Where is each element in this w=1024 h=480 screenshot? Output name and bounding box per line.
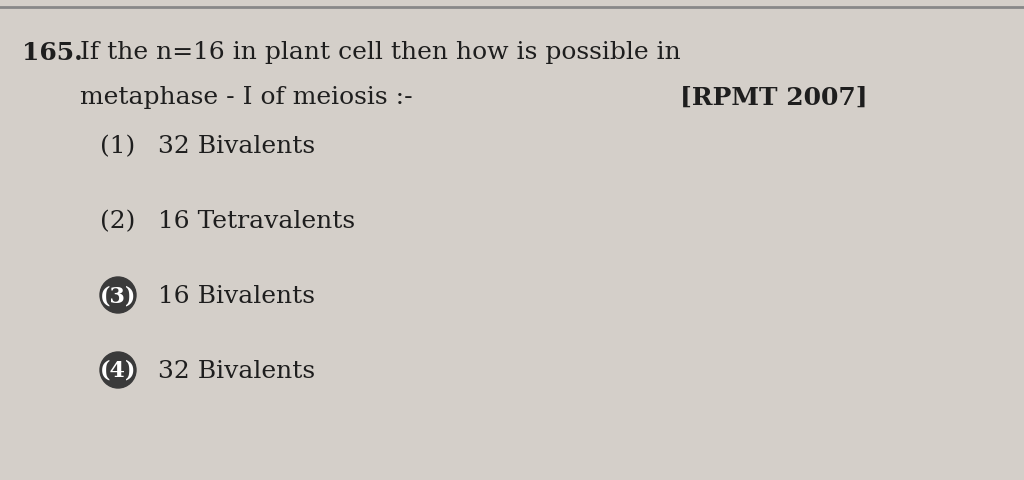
Text: (1): (1) xyxy=(100,135,135,157)
Text: 32 Bivalents: 32 Bivalents xyxy=(158,135,315,157)
Text: 165.: 165. xyxy=(22,41,83,65)
Text: [RPMT 2007]: [RPMT 2007] xyxy=(680,86,867,110)
Text: 32 Bivalents: 32 Bivalents xyxy=(158,359,315,382)
Text: (3): (3) xyxy=(99,285,136,306)
Text: 16 Tetravalents: 16 Tetravalents xyxy=(158,210,355,232)
Circle shape xyxy=(100,352,136,388)
Text: (2): (2) xyxy=(100,210,136,232)
Circle shape xyxy=(100,277,136,313)
Text: (4): (4) xyxy=(99,359,136,381)
Text: 16 Bivalents: 16 Bivalents xyxy=(158,285,315,307)
Text: If the n=16 in plant cell then how is possible in: If the n=16 in plant cell then how is po… xyxy=(80,41,681,64)
Text: metaphase - I of meiosis :-: metaphase - I of meiosis :- xyxy=(80,86,413,109)
